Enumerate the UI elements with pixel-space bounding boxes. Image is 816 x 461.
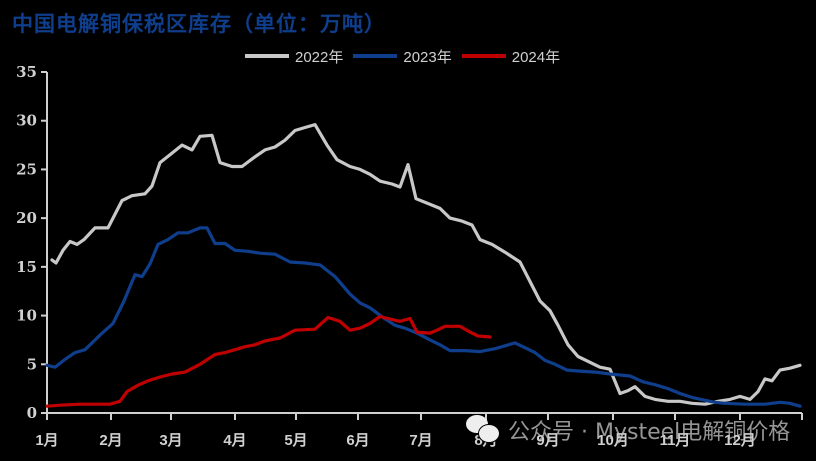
legend-label-2024: 2024年 (511, 48, 561, 66)
legend-label-2023: 2023年 (403, 48, 452, 66)
legend-item-2024: 2024年 (461, 46, 561, 67)
y-tick-label: 0 (27, 404, 37, 422)
series-line-2022年 (50, 123, 802, 406)
y-tick-label: 10 (16, 307, 37, 325)
x-tick-label: 6月 (346, 432, 369, 449)
wechat-icon (466, 415, 502, 445)
y-tick-label: 5 (27, 355, 37, 373)
series-line-2023年 (45, 226, 802, 408)
series-lines (45, 123, 802, 408)
legend-item-2023: 2023年 (353, 46, 452, 67)
x-tick-label: 9月 (536, 432, 559, 449)
chart-title: 中国电解铜保税区库存（单位：万吨） (12, 11, 386, 36)
watermark-text: 公众号 · Mysteel电解铜价格 (508, 420, 791, 445)
x-tick-label: 12月 (724, 432, 756, 449)
y-tick-label: 35 (16, 63, 37, 81)
legend-item-2022: 2022年 (245, 46, 343, 67)
x-tick-label: 7月 (409, 432, 432, 449)
legend-swatch-2024 (461, 54, 506, 58)
x-tick-label: 1月 (35, 432, 58, 449)
x-tick-label: 4月 (223, 432, 246, 449)
legend: 2022年 2023年 2024年 (245, 46, 560, 66)
axes: 051015202530351月2月3月4月5月6月7月8月9月10月11月12… (16, 63, 803, 449)
y-tick-label: 25 (16, 160, 37, 178)
series-line-2024年 (45, 314, 492, 408)
x-tick-label: 11月 (660, 432, 691, 449)
legend-swatch-2022 (245, 54, 289, 58)
x-tick-label: 2月 (99, 432, 122, 449)
legend-swatch-2023 (353, 54, 398, 58)
watermark: 公众号 · Mysteel电解铜价格 (466, 414, 790, 446)
x-tick-label: 3月 (159, 432, 182, 449)
y-tick-label: 20 (16, 209, 37, 227)
legend-label-2022: 2022年 (295, 48, 344, 66)
x-tick-label: 10月 (597, 432, 629, 449)
y-tick-label: 15 (16, 258, 37, 276)
x-tick-label: 5月 (284, 432, 307, 449)
y-tick-label: 30 (16, 112, 37, 130)
